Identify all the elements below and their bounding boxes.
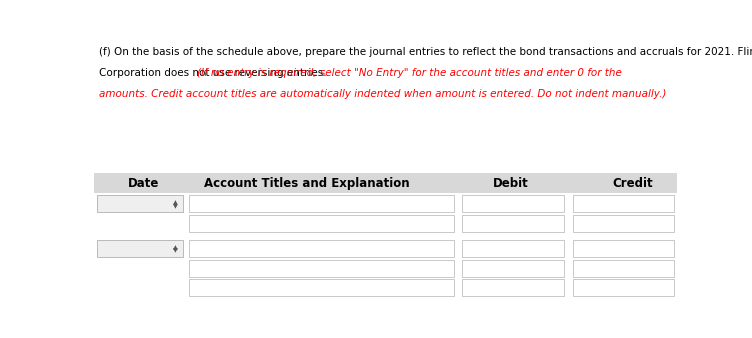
Text: (f) On the basis of the schedule above, prepare the journal entries to reflect t: (f) On the basis of the schedule above, …	[99, 47, 752, 57]
FancyBboxPatch shape	[189, 279, 454, 296]
Text: ▲: ▲	[173, 200, 178, 205]
Text: amounts. Credit account titles are automatically indented when amount is entered: amounts. Credit account titles are autom…	[99, 89, 666, 99]
FancyBboxPatch shape	[189, 195, 454, 212]
Text: Debit: Debit	[493, 176, 529, 190]
Text: Account Titles and Explanation: Account Titles and Explanation	[204, 176, 410, 190]
FancyBboxPatch shape	[573, 240, 674, 257]
Text: Credit: Credit	[612, 176, 653, 190]
FancyBboxPatch shape	[573, 260, 674, 276]
FancyBboxPatch shape	[573, 215, 674, 232]
Text: Date: Date	[128, 176, 159, 190]
Text: ▼: ▼	[173, 249, 178, 254]
FancyBboxPatch shape	[462, 195, 564, 212]
FancyBboxPatch shape	[462, 279, 564, 296]
FancyBboxPatch shape	[462, 215, 564, 232]
FancyBboxPatch shape	[189, 260, 454, 276]
FancyBboxPatch shape	[97, 240, 183, 257]
Text: ▼: ▼	[173, 204, 178, 209]
Text: (If no entry is required, select "No Entry" for the account titles and enter 0 f: (If no entry is required, select "No Ent…	[197, 68, 622, 78]
FancyBboxPatch shape	[462, 240, 564, 257]
FancyBboxPatch shape	[189, 240, 454, 257]
Bar	[94, 173, 677, 193]
FancyBboxPatch shape	[462, 260, 564, 276]
FancyBboxPatch shape	[97, 195, 183, 212]
FancyBboxPatch shape	[573, 279, 674, 296]
Text: Corporation does not use reversing entries.: Corporation does not use reversing entri…	[99, 68, 329, 78]
Text: ▲: ▲	[173, 245, 178, 250]
FancyBboxPatch shape	[573, 195, 674, 212]
FancyBboxPatch shape	[189, 215, 454, 232]
